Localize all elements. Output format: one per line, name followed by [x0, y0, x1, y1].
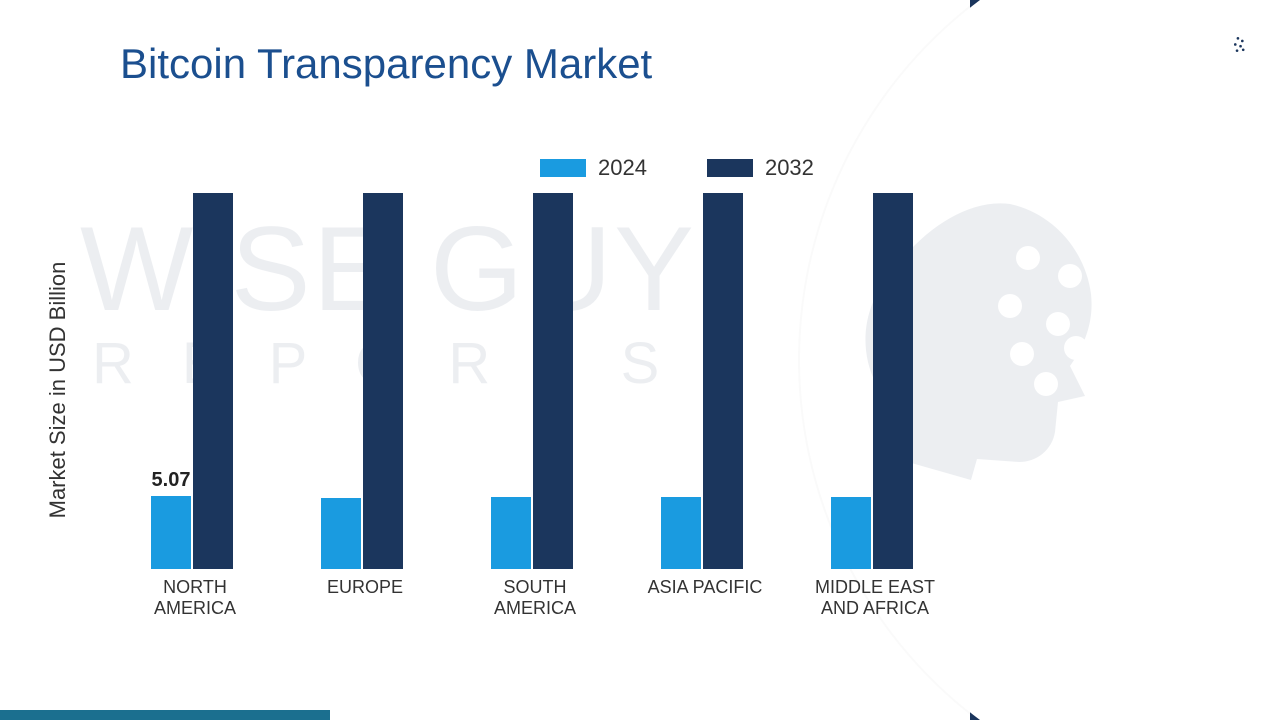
- logo-line2: REPORTS: [992, 68, 1252, 86]
- bar-value-label: 5.07: [141, 469, 201, 492]
- head-icon: [1208, 26, 1252, 70]
- bar-2024: [661, 497, 701, 569]
- brand-logo: WISE GUY REPORTS: [992, 26, 1252, 86]
- y-axis-label: Market Size in USD Billion: [45, 262, 71, 519]
- chart-title: Bitcoin Transparency Market: [120, 40, 652, 88]
- chart-area: Market Size in USD Billion 5.07NORTH AME…: [55, 150, 955, 670]
- logo-line1: WISE GUY: [1004, 27, 1202, 70]
- bar-2032: [363, 193, 403, 569]
- bar-2024: [491, 497, 531, 569]
- category-label: MIDDLE EAST AND AFRICA: [810, 577, 940, 618]
- bar-2024: [151, 496, 191, 569]
- bar-2024: [831, 497, 871, 569]
- plot: 5.07NORTH AMERICAEUROPESOUTH AMERICAASIA…: [125, 180, 945, 570]
- bottom-accent-strip: [0, 710, 330, 720]
- bar-2032: [703, 193, 743, 569]
- category-label: EUROPE: [300, 577, 430, 598]
- bar-2032: [873, 193, 913, 569]
- category-label: ASIA PACIFIC: [640, 577, 770, 598]
- category-label: SOUTH AMERICA: [470, 577, 600, 618]
- bar-2024: [321, 498, 361, 569]
- bar-2032: [193, 193, 233, 569]
- category-label: NORTH AMERICA: [130, 577, 260, 618]
- bar-2032: [533, 193, 573, 569]
